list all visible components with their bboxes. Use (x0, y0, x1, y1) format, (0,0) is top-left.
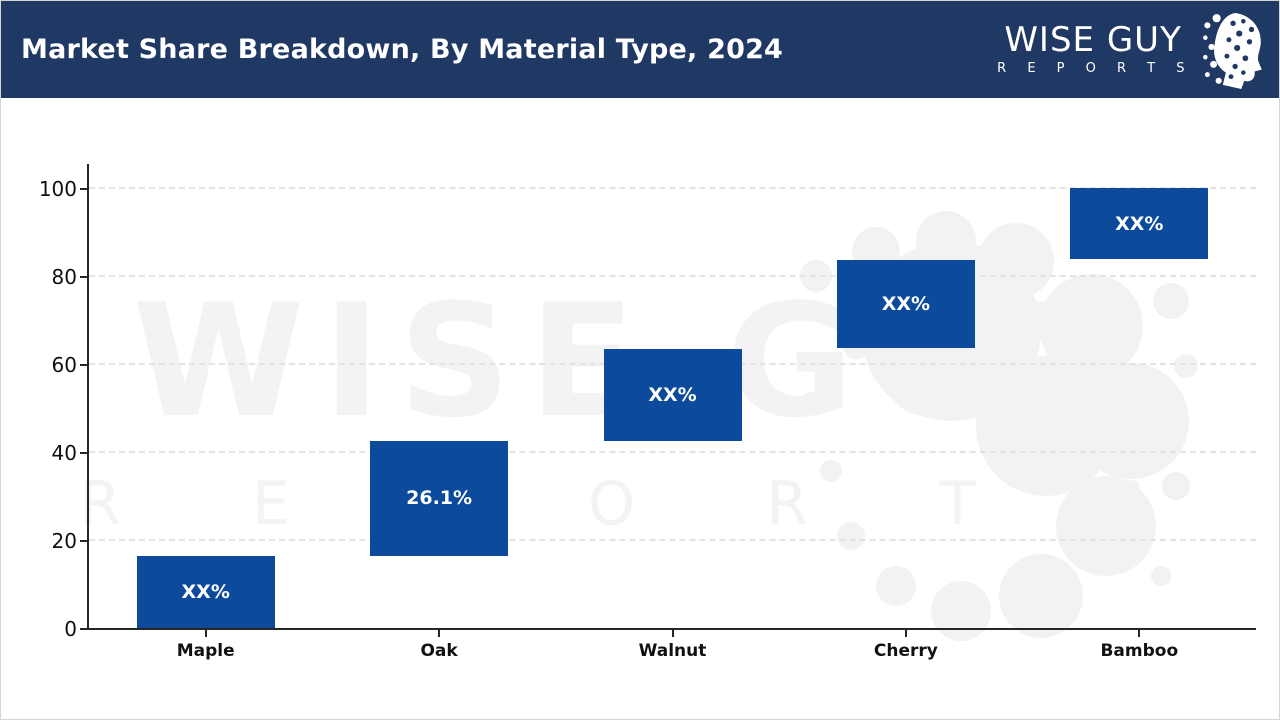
y-tick-mark-20 (80, 540, 87, 542)
bar-value-label-oak: 26.1% (406, 487, 473, 510)
wise-guy-logo: WISE GUY R E P O R T S (993, 11, 1265, 89)
x-tick-mark-bamboo (1138, 630, 1141, 637)
header-bar: Market Share Breakdown, By Material Type… (1, 1, 1279, 98)
x-tick-mark-maple (204, 630, 207, 637)
logo-wordmark-line1: WISE GUY (1004, 20, 1182, 61)
x-tick-mark-oak (438, 630, 441, 637)
x-tick-label-walnut: Walnut (638, 641, 707, 661)
x-tick-mark-walnut (671, 630, 674, 637)
bar-cherry: XX% (836, 260, 975, 349)
x-tick-label-bamboo: Bamboo (1100, 641, 1179, 661)
x-tick-mark-cherry (904, 630, 907, 637)
gridline-40 (89, 451, 1256, 453)
y-axis-line (87, 164, 89, 630)
y-tick-label-60: 60 (51, 353, 77, 377)
y-tick-label-40: 40 (51, 441, 77, 465)
y-tick-label-0: 0 (64, 617, 77, 641)
y-tick-mark-40 (80, 452, 87, 454)
y-tick-mark-0 (80, 628, 87, 630)
bar-oak: 26.1% (370, 441, 509, 556)
x-tick-label-cherry: Cherry (873, 641, 938, 661)
gridline-100 (89, 187, 1256, 189)
watermark-line2: R E P O R T S (79, 469, 1201, 539)
gridline-80 (89, 275, 1256, 277)
logo-wordmark: WISE GUY R E P O R T S (993, 20, 1193, 76)
y-tick-label-80: 80 (51, 265, 77, 289)
bar-value-label-cherry: XX% (881, 293, 931, 316)
bar-maple: XX% (136, 556, 275, 628)
bar-bamboo: XX% (1070, 188, 1209, 260)
y-tick-label-100: 100 (38, 177, 77, 201)
gridline-20 (89, 539, 1256, 541)
y-tick-mark-60 (80, 364, 87, 366)
logo-head-icon (1203, 12, 1262, 89)
bar-value-label-maple: XX% (181, 581, 230, 604)
bar-value-label-bamboo: XX% (1115, 212, 1164, 235)
x-tick-label-oak: Oak (420, 641, 458, 661)
watermark-head-graphic (800, 211, 1198, 641)
bar-value-label-walnut: XX% (648, 383, 697, 406)
y-tick-label-20: 20 (51, 529, 77, 553)
logo-wordmark-line2: R E P O R T S (997, 60, 1193, 76)
bar-walnut: XX% (603, 348, 742, 441)
chart-title: Market Share Breakdown, By Material Type… (21, 34, 784, 65)
y-tick-mark-100 (80, 188, 87, 190)
x-tick-label-maple: Maple (176, 641, 235, 661)
x-axis-line (87, 628, 1256, 630)
y-tick-mark-80 (80, 276, 87, 278)
